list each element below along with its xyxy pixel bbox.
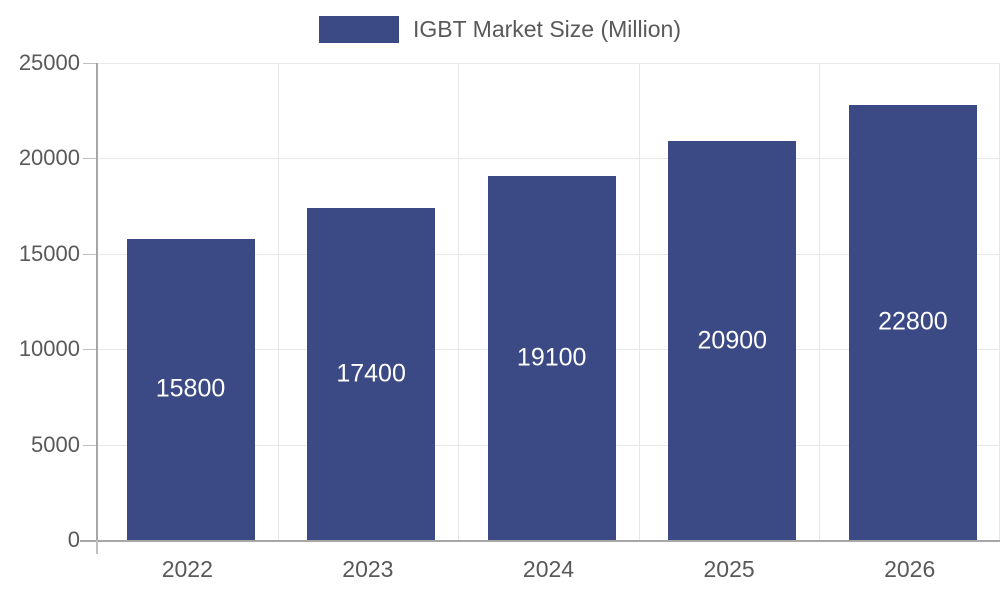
bar-value-label-2025: 20900 <box>697 326 768 355</box>
gridline-vertical-4 <box>819 63 821 540</box>
x-axis-origin-tick <box>96 540 98 554</box>
bar-2023[interactable]: 17400 <box>307 208 436 540</box>
x-tick-label-2025: 2025 <box>703 556 755 582</box>
bar-value-label-2023: 17400 <box>336 359 406 388</box>
y-tick-label-15000: 15000 <box>18 240 80 266</box>
y-axis-labels: 0 5000 10000 15000 20000 25000 <box>0 0 80 600</box>
gridline-vertical-3 <box>638 63 640 540</box>
gridline-vertical-2 <box>458 63 460 540</box>
x-axis-line <box>80 540 1000 542</box>
y-tick-label-5000: 5000 <box>31 431 80 457</box>
y-tick-mark-5000 <box>83 444 96 446</box>
bar-2026[interactable]: 22800 <box>848 104 977 540</box>
y-tick-label-0: 0 <box>67 527 80 552</box>
bar-2025[interactable]: 20900 <box>668 141 797 540</box>
x-tick-label-2024: 2024 <box>522 556 575 582</box>
legend-item-igbt-market-size[interactable]: IGBT Market Size (Million) <box>319 15 681 43</box>
y-tick-mark-10000 <box>83 349 96 351</box>
bar-value-label-2026: 22800 <box>878 307 948 336</box>
legend-label: IGBT Market Size (Million) <box>413 15 681 42</box>
x-tick-label-2026: 2026 <box>884 556 936 582</box>
y-tick-label-25000: 25000 <box>18 50 80 75</box>
legend-color-swatch-icon <box>319 15 400 43</box>
x-tick-label-2022: 2022 <box>161 556 213 582</box>
y-tick-mark-20000 <box>83 158 96 160</box>
y-tick-mark-25000 <box>83 63 96 64</box>
y-tick-label-10000: 10000 <box>18 336 80 362</box>
chart-legend: IGBT Market Size (Million) <box>0 10 1000 48</box>
gridline-vertical-1 <box>277 63 279 540</box>
y-tick-label-20000: 20000 <box>18 145 80 171</box>
gridline-horizontal-25000 <box>97 63 1000 64</box>
y-tick-mark-15000 <box>83 253 96 255</box>
plot-area: 15800 17400 19100 20900 22800 <box>97 63 1000 540</box>
bar-2022[interactable]: 15800 <box>126 238 255 540</box>
bar-2024[interactable]: 19100 <box>487 175 616 540</box>
y-axis-line <box>96 63 98 541</box>
x-tick-label-2023: 2023 <box>342 556 394 582</box>
bar-value-label-2024: 19100 <box>516 343 587 372</box>
bar-value-label-2022: 15800 <box>155 374 226 403</box>
gridline-horizontal-20000 <box>97 158 1000 160</box>
